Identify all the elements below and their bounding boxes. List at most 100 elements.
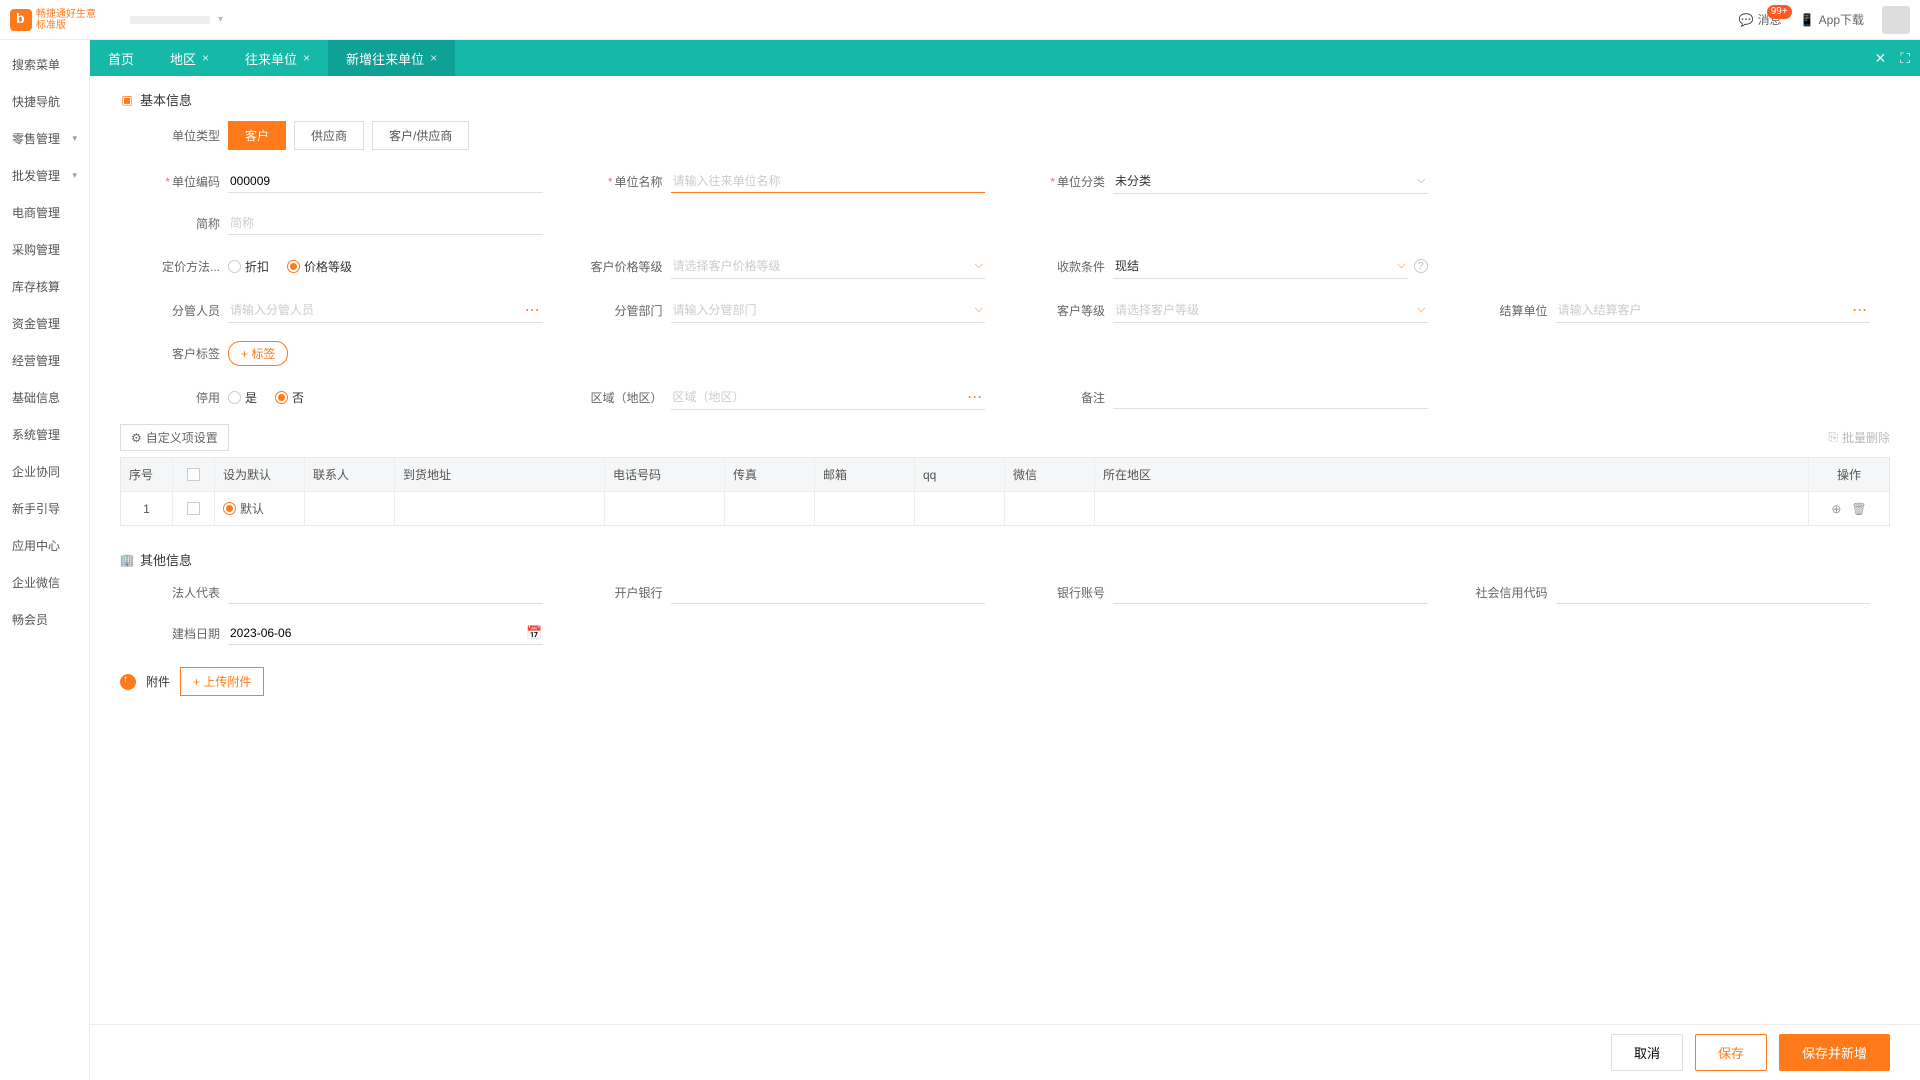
unit-code-input[interactable] — [228, 170, 543, 193]
sidebar-item-14[interactable]: 企业微信 — [0, 564, 89, 601]
unit-name-input[interactable] — [671, 170, 986, 193]
chevron-down-icon: ▾ — [72, 170, 77, 181]
created-date-input[interactable] — [228, 622, 526, 644]
close-icon[interactable]: × — [202, 51, 209, 65]
cell-phone[interactable] — [605, 491, 725, 525]
label-bank-account: 银行账号 — [1025, 584, 1113, 601]
cell-email[interactable] — [815, 491, 915, 525]
sidebar-item-5[interactable]: 采购管理 — [0, 231, 89, 268]
help-icon[interactable]: ? — [1414, 259, 1428, 273]
add-row-icon[interactable]: ⊕ — [1831, 502, 1841, 516]
cell-default: 默认 — [215, 491, 305, 525]
bank-name-input[interactable] — [671, 581, 986, 604]
table-header-7: 邮箱 — [815, 458, 915, 491]
disabled-yes-radio[interactable]: 是 — [228, 389, 257, 406]
cell-wechat[interactable] — [1005, 491, 1095, 525]
unit-category-select[interactable]: 未分类 ⌵ — [1113, 168, 1428, 194]
save-and-new-button[interactable]: 保存并新增 — [1779, 1034, 1890, 1071]
bank-account-input[interactable] — [1113, 581, 1428, 604]
chevron-down-icon: ⌵ — [1397, 259, 1405, 272]
fullscreen-icon[interactable]: ⛶ — [1900, 50, 1910, 67]
cell-region[interactable] — [1095, 491, 1809, 525]
remark-input[interactable] — [1113, 386, 1428, 409]
sidebar: 搜索菜单快捷导航零售管理▾批发管理▾电商管理采购管理库存核算资金管理经营管理基础… — [0, 40, 90, 1080]
label-created-date: 建档日期 — [140, 625, 228, 642]
app-download-button[interactable]: 📱 App下载 — [1800, 11, 1864, 28]
top-header: 畅捷通好生意 标准版 ▾ 💬 消息 99+ 📱 App下载 — [0, 0, 1920, 40]
contacts-table: 序号设为默认联系人到货地址电话号码传真邮箱qq微信所在地区操作 1默认⊕🗑 — [120, 457, 1890, 526]
sidebar-item-13[interactable]: 应用中心 — [0, 527, 89, 564]
cancel-button[interactable]: 取消 — [1611, 1034, 1683, 1071]
upload-attachment-button[interactable]: + 上传附件 — [180, 667, 264, 696]
sidebar-item-0[interactable]: 搜索菜单 — [0, 46, 89, 83]
sidebar-item-10[interactable]: 系统管理 — [0, 416, 89, 453]
avatar[interactable] — [1882, 6, 1910, 34]
download-label: App下载 — [1819, 11, 1864, 28]
price-level-select[interactable]: 请选择客户价格等级 ⌵ — [671, 253, 986, 279]
unit-type-supplier[interactable]: 供应商 — [294, 121, 364, 150]
save-button[interactable]: 保存 — [1695, 1034, 1767, 1071]
disabled-no-radio[interactable]: 否 — [275, 389, 304, 406]
chevron-down-icon: ⌵ — [1417, 303, 1425, 316]
sidebar-item-15[interactable]: 畅会员 — [0, 601, 89, 638]
sidebar-item-1[interactable]: 快捷导航 — [0, 83, 89, 120]
sidebar-item-12[interactable]: 新手引导 — [0, 490, 89, 527]
tab-3[interactable]: 新增往来单位× — [328, 40, 455, 76]
sidebar-item-3[interactable]: 批发管理▾ — [0, 157, 89, 194]
cell-address[interactable] — [395, 491, 605, 525]
default-radio[interactable]: 默认 — [223, 500, 264, 517]
unit-type-both[interactable]: 客户/供应商 — [372, 121, 469, 150]
payment-terms-select[interactable]: 现结 ⌵ — [1113, 253, 1408, 279]
label-manager: 分管人员 — [140, 302, 228, 319]
info-icon: ▣ — [120, 93, 134, 107]
pricing-discount-radio[interactable]: 折扣 — [228, 258, 269, 275]
label-unit-code: *单位编码 — [140, 173, 228, 190]
sidebar-item-8[interactable]: 经营管理 — [0, 342, 89, 379]
row-checkbox[interactable] — [187, 502, 200, 515]
customer-level-select[interactable]: 请选择客户等级 ⌵ — [1113, 297, 1428, 323]
org-selector[interactable]: ▾ — [130, 14, 223, 25]
pricing-level-radio[interactable]: 价格等级 — [287, 258, 352, 275]
calendar-icon[interactable]: 📅 — [526, 625, 542, 641]
tab-0[interactable]: 首页 — [90, 40, 152, 76]
close-all-icon[interactable]: ✕ — [1874, 50, 1886, 67]
sidebar-item-11[interactable]: 企业协同 — [0, 453, 89, 490]
cell-qq[interactable] — [915, 491, 1005, 525]
label-credit-code: 社会信用代码 — [1468, 584, 1556, 601]
legal-rep-input[interactable] — [228, 581, 543, 604]
short-name-input[interactable] — [228, 212, 543, 235]
logo-text: 畅捷通好生意 标准版 — [36, 9, 96, 31]
sidebar-item-9[interactable]: 基础信息 — [0, 379, 89, 416]
label-region: 区域（地区） — [583, 389, 671, 406]
add-tag-button[interactable]: + 标签 — [228, 341, 288, 366]
section-title-other: 🏢 其他信息 — [120, 550, 1890, 569]
tab-2[interactable]: 往来单位× — [227, 40, 328, 76]
select-all-checkbox[interactable] — [187, 468, 200, 481]
messages-badge: 99+ — [1767, 5, 1792, 19]
messages-button[interactable]: 💬 消息 99+ — [1739, 11, 1782, 28]
region-select[interactable]: 区域（地区） ··· — [671, 384, 986, 410]
attachment-section: 附件 + 上传附件 — [90, 651, 1920, 726]
manager-select[interactable]: 请输入分管人员 ··· — [228, 297, 543, 323]
sidebar-item-7[interactable]: 资金管理 — [0, 305, 89, 342]
delete-row-icon[interactable]: 🗑 — [1851, 502, 1866, 516]
message-icon: 💬 — [1739, 13, 1754, 27]
cell-fax[interactable] — [725, 491, 815, 525]
batch-delete-button[interactable]: ⎘ 批量删除 — [1828, 429, 1890, 446]
close-icon[interactable]: × — [430, 51, 437, 65]
custom-settings-button[interactable]: ⚙ 自定义项设置 — [120, 424, 229, 451]
settlement-unit-select[interactable]: 请输入结算客户 ··· — [1556, 297, 1871, 323]
unit-type-customer[interactable]: 客户 — [228, 121, 286, 150]
department-select[interactable]: 请输入分管部门 ⌵ — [671, 297, 986, 323]
cell-contact[interactable] — [305, 491, 395, 525]
tabbar: 首页地区×往来单位×新增往来单位× ✕ ⛶ — [90, 40, 1920, 76]
credit-code-input[interactable] — [1556, 581, 1871, 604]
table-header-1 — [173, 458, 215, 491]
label-customer-tags: 客户标签 — [140, 345, 228, 362]
tab-1[interactable]: 地区× — [152, 40, 227, 76]
sidebar-item-4[interactable]: 电商管理 — [0, 194, 89, 231]
sidebar-item-6[interactable]: 库存核算 — [0, 268, 89, 305]
label-settlement-unit: 结算单位 — [1468, 302, 1556, 319]
close-icon[interactable]: × — [303, 51, 310, 65]
sidebar-item-2[interactable]: 零售管理▾ — [0, 120, 89, 157]
